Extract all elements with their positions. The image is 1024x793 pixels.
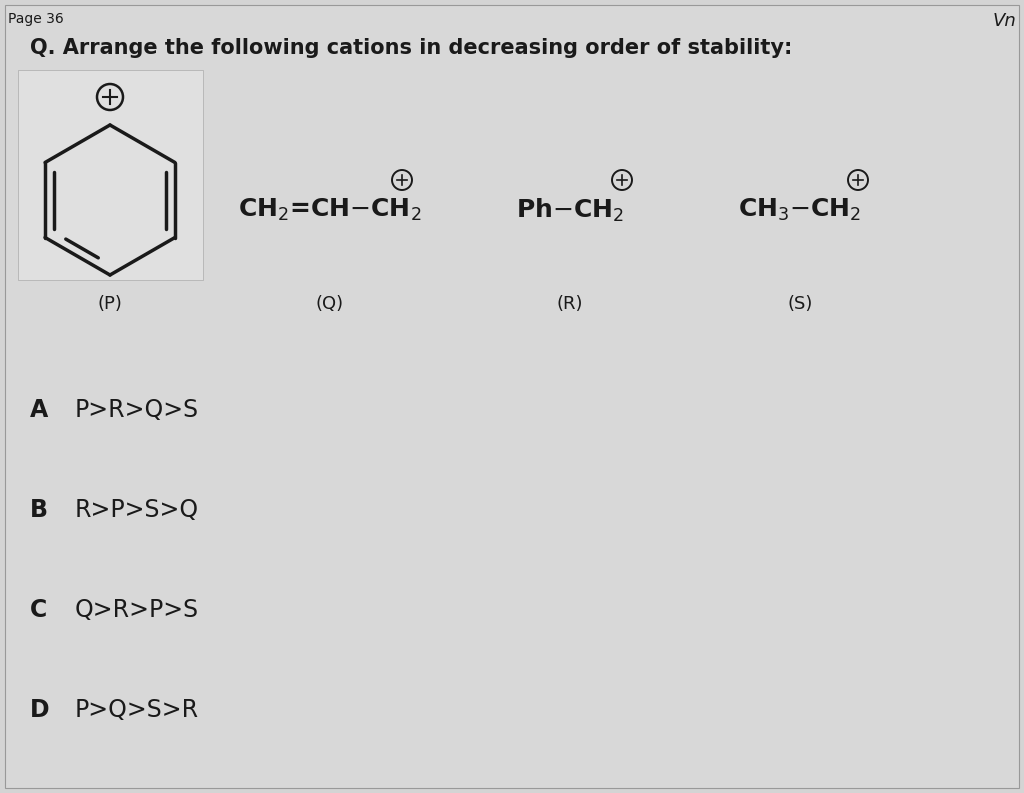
Text: Page 36: Page 36	[8, 12, 63, 26]
Text: A: A	[30, 398, 48, 422]
Text: Q. Arrange the following cations in decreasing order of stability:: Q. Arrange the following cations in decr…	[30, 38, 793, 58]
FancyBboxPatch shape	[18, 70, 203, 280]
Text: Vn: Vn	[992, 12, 1016, 30]
Text: R>P>S>Q: R>P>S>Q	[75, 498, 199, 522]
Text: (P): (P)	[97, 295, 123, 313]
Text: CH$_3$$-$CH$_2$: CH$_3$$-$CH$_2$	[738, 197, 861, 223]
Text: P>Q>S>R: P>Q>S>R	[75, 698, 199, 722]
FancyBboxPatch shape	[5, 5, 1019, 788]
Text: CH$_2$=CH$-$CH$_2$: CH$_2$=CH$-$CH$_2$	[239, 197, 422, 223]
Text: D: D	[30, 698, 49, 722]
Text: C: C	[30, 598, 47, 622]
Text: Q>R>P>S: Q>R>P>S	[75, 598, 199, 622]
Text: Ph$-$CH$_2$: Ph$-$CH$_2$	[516, 197, 624, 224]
Text: (R): (R)	[557, 295, 584, 313]
Text: (Q): (Q)	[316, 295, 344, 313]
Text: P>R>Q>S: P>R>Q>S	[75, 398, 199, 422]
Text: (S): (S)	[787, 295, 813, 313]
Text: B: B	[30, 498, 48, 522]
